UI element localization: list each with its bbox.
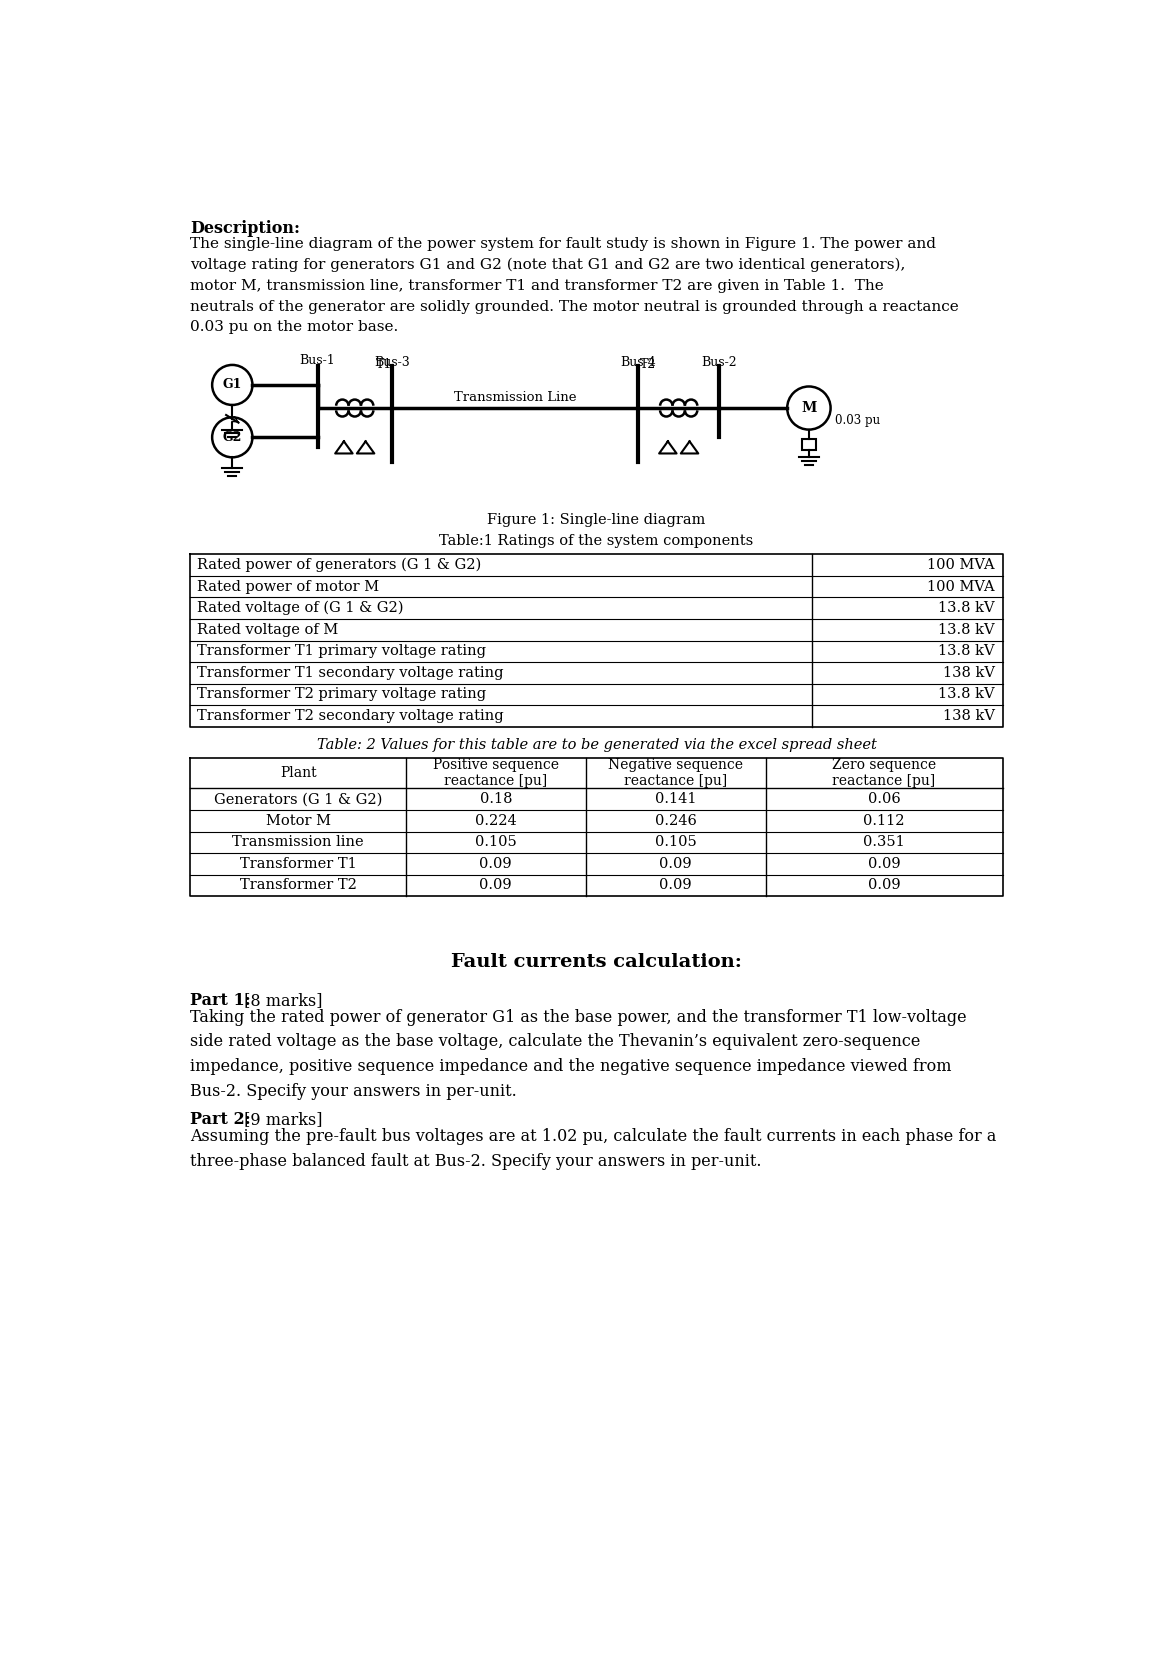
Text: Table: 2 Values for this table are to be generated via the excel spread sheet: Table: 2 Values for this table are to be… bbox=[317, 738, 876, 751]
Text: Table:1 Ratings of the system components: Table:1 Ratings of the system components bbox=[440, 533, 753, 548]
Text: Transmission Line: Transmission Line bbox=[454, 391, 576, 404]
Text: Taking the rated power of generator G1 as the base power, and the transformer T1: Taking the rated power of generator G1 a… bbox=[191, 1008, 967, 1101]
Text: Bus-2: Bus-2 bbox=[701, 356, 737, 369]
Text: Negative sequence
reactance [pu]: Negative sequence reactance [pu] bbox=[608, 758, 743, 788]
Text: G2: G2 bbox=[222, 430, 242, 444]
Text: Fault currents calculation:: Fault currents calculation: bbox=[452, 953, 741, 971]
Text: 0.09: 0.09 bbox=[659, 857, 691, 871]
Text: Generators (G 1 & G2): Generators (G 1 & G2) bbox=[214, 793, 382, 806]
Text: [8 marks]: [8 marks] bbox=[240, 991, 322, 1008]
Text: T1: T1 bbox=[376, 357, 392, 371]
Text: M: M bbox=[801, 401, 817, 415]
Text: Rated voltage of (G 1 & G2): Rated voltage of (G 1 & G2) bbox=[197, 601, 403, 616]
Text: Zero sequence
reactance [pu]: Zero sequence reactance [pu] bbox=[832, 758, 936, 788]
Text: Transformer T1 primary voltage rating: Transformer T1 primary voltage rating bbox=[197, 644, 485, 659]
Text: Positive sequence
reactance [pu]: Positive sequence reactance [pu] bbox=[433, 758, 559, 788]
Text: Rated voltage of M: Rated voltage of M bbox=[197, 622, 338, 637]
Text: Transmission line: Transmission line bbox=[233, 836, 364, 849]
Text: Transformer T2 primary voltage rating: Transformer T2 primary voltage rating bbox=[197, 687, 485, 702]
Text: 0.105: 0.105 bbox=[654, 836, 696, 849]
Text: Transformer T2: Transformer T2 bbox=[240, 879, 356, 892]
Text: 138 kV: 138 kV bbox=[943, 665, 995, 680]
Text: 138 kV: 138 kV bbox=[943, 708, 995, 723]
Text: Bus-4: Bus-4 bbox=[620, 356, 656, 369]
Text: 0.105: 0.105 bbox=[475, 836, 517, 849]
Text: 0.18: 0.18 bbox=[480, 793, 512, 806]
Text: 0.112: 0.112 bbox=[864, 814, 904, 828]
Text: G1: G1 bbox=[222, 379, 242, 392]
Text: 100 MVA: 100 MVA bbox=[928, 558, 995, 573]
Text: 0.09: 0.09 bbox=[480, 879, 512, 892]
Text: Transformer T1: Transformer T1 bbox=[240, 857, 356, 871]
Text: 13.8 kV: 13.8 kV bbox=[938, 601, 995, 616]
Text: Plant: Plant bbox=[279, 766, 317, 780]
Text: 0.09: 0.09 bbox=[480, 857, 512, 871]
Text: T2: T2 bbox=[639, 357, 655, 371]
Bar bbox=[802, 439, 816, 450]
Text: 13.8 kV: 13.8 kV bbox=[938, 622, 995, 637]
Text: 0.09: 0.09 bbox=[659, 879, 691, 892]
Text: [9 marks]: [9 marks] bbox=[240, 1111, 322, 1129]
Text: 0.09: 0.09 bbox=[868, 879, 901, 892]
Text: 0.06: 0.06 bbox=[867, 793, 901, 806]
Text: Transformer T2 secondary voltage rating: Transformer T2 secondary voltage rating bbox=[197, 708, 503, 723]
Text: Transformer T1 secondary voltage rating: Transformer T1 secondary voltage rating bbox=[197, 665, 503, 680]
Text: 0.246: 0.246 bbox=[654, 814, 696, 828]
Text: Bus-3: Bus-3 bbox=[374, 356, 410, 369]
Text: 0.351: 0.351 bbox=[864, 836, 904, 849]
Text: Assuming the pre-fault bus voltages are at 1.02 pu, calculate the fault currents: Assuming the pre-fault bus voltages are … bbox=[191, 1129, 996, 1170]
Text: Part 2:: Part 2: bbox=[191, 1111, 251, 1129]
Text: Bus-1: Bus-1 bbox=[299, 354, 335, 367]
Text: The single-line diagram of the power system for fault study is shown in Figure 1: The single-line diagram of the power sys… bbox=[191, 237, 959, 334]
Text: 13.8 kV: 13.8 kV bbox=[938, 644, 995, 659]
Text: 0.09: 0.09 bbox=[868, 857, 901, 871]
Text: 100 MVA: 100 MVA bbox=[928, 579, 995, 594]
Text: 0.03 pu: 0.03 pu bbox=[836, 414, 880, 427]
Text: Part 1:: Part 1: bbox=[191, 991, 251, 1008]
Text: Figure 1: Single-line diagram: Figure 1: Single-line diagram bbox=[488, 513, 705, 526]
Text: 13.8 kV: 13.8 kV bbox=[938, 687, 995, 702]
Text: Rated power of generators (G 1 & G2): Rated power of generators (G 1 & G2) bbox=[197, 558, 481, 573]
Text: 0.141: 0.141 bbox=[655, 793, 696, 806]
Text: Description:: Description: bbox=[191, 220, 300, 237]
Text: Motor M: Motor M bbox=[265, 814, 331, 828]
Text: Rated power of motor M: Rated power of motor M bbox=[197, 579, 378, 594]
Text: 0.224: 0.224 bbox=[475, 814, 517, 828]
